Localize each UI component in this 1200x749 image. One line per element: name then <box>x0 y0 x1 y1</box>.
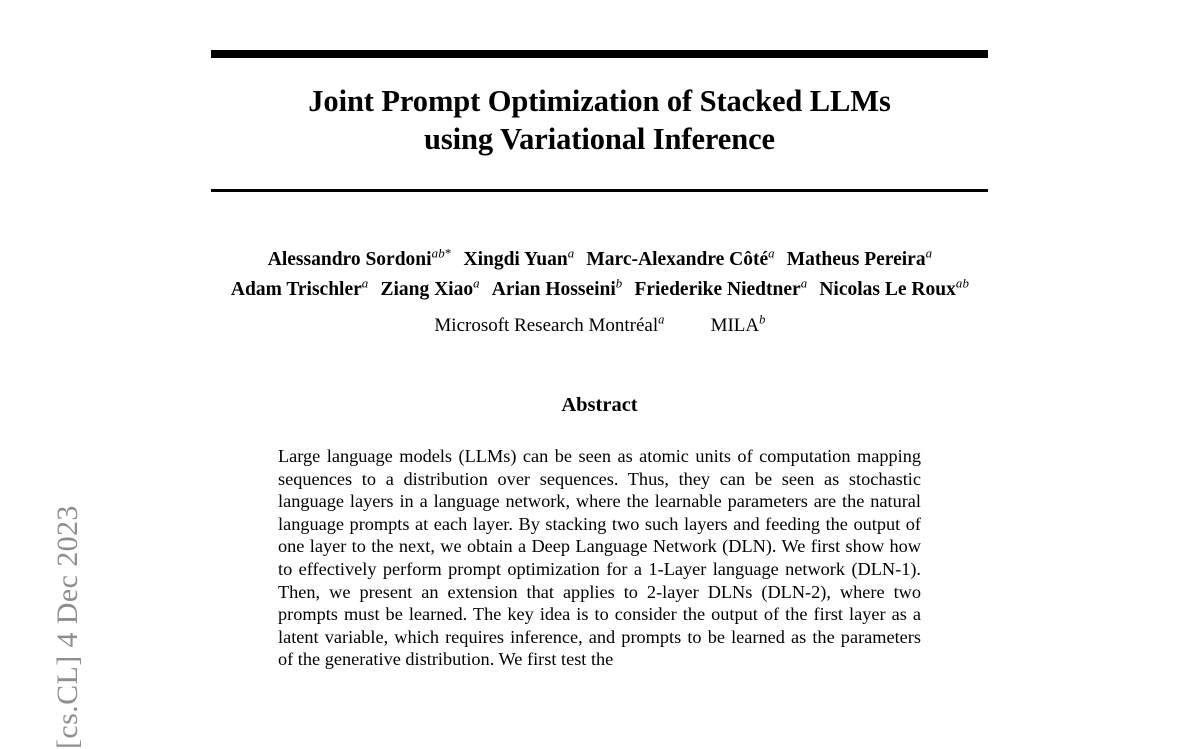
author-affiliation-marker: a <box>768 246 775 261</box>
author-affiliation-marker: ab <box>955 276 970 291</box>
author-row-1: Alessandro Sordoniab* Xingdi Yuana Marc-Al… <box>140 245 1060 275</box>
corresponding-author-marker: * <box>444 246 452 261</box>
author-name: Marc-Alexandre Côtéa <box>586 246 775 270</box>
affiliation-marker: b <box>759 312 766 327</box>
author-affiliation-marker: a <box>361 276 369 291</box>
header-rule-thick <box>211 50 988 58</box>
author-affiliation-marker: b <box>615 276 623 291</box>
author-affiliation-marker: ab <box>431 246 445 261</box>
abstract-body: Large language models (LLMs) can be seen… <box>278 445 921 671</box>
author-list: Alessandro Sordoniab* Xingdi Yuana Marc-Al… <box>140 245 1060 305</box>
author-name: Arian Hosseinib <box>491 276 623 300</box>
author-affiliation-marker: a <box>567 246 575 261</box>
title-line-1: Joint Prompt Optimization of Stacked LLM… <box>308 84 891 118</box>
author-name: Alessandro Sordoniab* <box>267 246 452 270</box>
author-name: Xingdi Yuana <box>463 246 575 270</box>
author-row-2: Adam Trischlera Ziang Xiaoa Arian Hosseini… <box>140 275 1060 305</box>
author-name: Nicolas Le Rouxab <box>819 276 970 300</box>
author-affiliation-marker: a <box>800 276 808 291</box>
author-name: Friederike Niedtnera <box>634 276 808 300</box>
affiliation-list: Microsoft Research Montréala MILAb <box>140 313 1060 339</box>
abstract-paragraph: Large language models (LLMs) can be seen… <box>278 446 921 670</box>
author-name: Matheus Pereiraa <box>786 246 933 270</box>
abstract-heading: Abstract <box>561 394 638 416</box>
title-line-2: using Variational Inference <box>424 122 775 156</box>
page-title: Joint Prompt Optimization of Stacked LLM… <box>211 82 988 158</box>
affiliation-name: Microsoft Research Montréala <box>434 312 665 336</box>
author-affiliation-marker: a <box>473 276 480 291</box>
affiliation-marker: a <box>658 312 665 327</box>
author-name: Adam Trischlera <box>230 276 369 300</box>
affiliation-name: MILAb <box>710 312 766 336</box>
header-rule-thin <box>211 189 988 192</box>
author-name: Ziang Xiaoa <box>380 276 480 300</box>
author-affiliation-marker: a <box>925 246 933 261</box>
paper-page: Joint Prompt Optimization of Stacked LLM… <box>140 50 1060 669</box>
